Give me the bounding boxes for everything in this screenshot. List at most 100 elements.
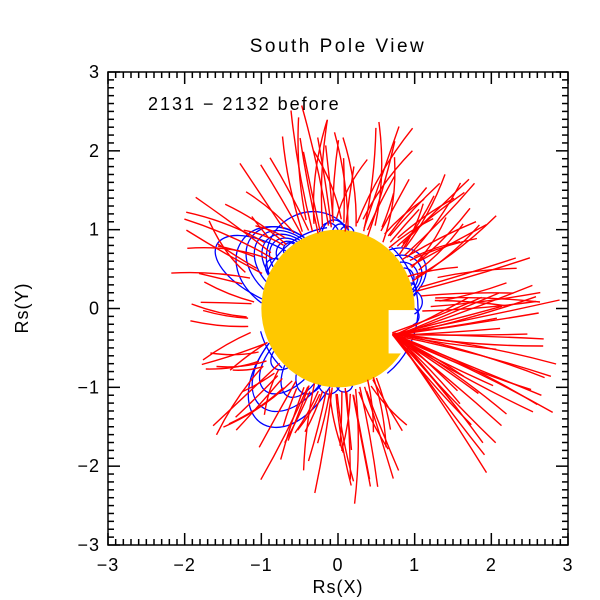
open-field-line — [260, 386, 309, 481]
open-field-line — [312, 119, 328, 224]
annotation-label: 2131 − 2132 before — [148, 94, 341, 114]
open-field-line — [382, 157, 396, 243]
open-field-line — [203, 281, 255, 303]
open-field-line — [200, 301, 252, 305]
open-field-line — [304, 390, 324, 433]
open-field-line — [195, 196, 272, 254]
open-field-line — [381, 193, 395, 228]
open-field-line — [401, 221, 477, 261]
open-field-line — [356, 127, 414, 224]
open-field-line — [282, 388, 298, 427]
open-field-line-bundle — [392, 299, 560, 336]
y-tick-label: 1 — [89, 220, 100, 240]
open-field-line — [202, 331, 251, 361]
open-field-line — [344, 166, 355, 232]
open-field-line — [389, 182, 441, 237]
open-field-line — [404, 174, 446, 248]
open-field-line-bundle — [394, 333, 497, 350]
sun-circle — [261, 229, 415, 388]
open-field-line — [396, 191, 465, 247]
open-line-group — [171, 105, 560, 504]
y-tick-label: −3 — [77, 535, 100, 555]
open-field-line — [281, 136, 303, 232]
open-field-line-bundle — [395, 332, 545, 379]
open-field-line — [232, 365, 264, 371]
open-field-line — [316, 393, 331, 444]
open-field-line-bundle — [395, 327, 501, 336]
x-tick-label: −2 — [173, 555, 196, 575]
open-field-line — [363, 127, 377, 232]
open-field-line — [413, 240, 461, 258]
open-field-line — [363, 386, 394, 479]
open-field-line — [312, 150, 342, 220]
open-field-line — [186, 229, 263, 275]
limb-arc — [259, 331, 283, 369]
limb-arc — [386, 246, 419, 374]
open-field-line — [437, 267, 517, 279]
closed-field-loop — [394, 254, 423, 293]
open-field-line — [224, 203, 287, 246]
open-field-line — [186, 211, 266, 244]
tick-labels: −3 −2 −1 0 1 2 3 −3 −2 −1 0 1 2 3 — [77, 62, 572, 575]
open-field-line — [367, 141, 396, 237]
open-field-line — [342, 137, 357, 227]
open-field-line — [216, 360, 267, 368]
open-field-line — [363, 126, 400, 229]
open-field-line — [397, 197, 455, 239]
open-field-lines — [171, 105, 560, 504]
open-field-line — [263, 369, 280, 415]
open-field-line — [243, 229, 284, 246]
x-tick-label: 2 — [486, 555, 497, 575]
open-field-line — [422, 300, 536, 312]
open-field-line — [314, 387, 333, 494]
open-field-line — [335, 393, 352, 486]
open-field-line — [372, 379, 403, 432]
open-field-line — [302, 151, 321, 232]
open-field-line-bundle — [394, 296, 537, 337]
open-field-line — [359, 386, 379, 487]
x-tick-label: −3 — [97, 555, 120, 575]
closed-field-loop — [253, 229, 303, 282]
open-field-line — [402, 178, 470, 244]
x-tick-label: 1 — [409, 555, 420, 575]
y-axis-label: Rs(Y) — [12, 283, 32, 334]
open-field-line — [372, 377, 387, 448]
open-field-line-bundle — [394, 297, 469, 336]
open-field-line-bundle — [395, 292, 500, 337]
open-field-line-bundle — [394, 335, 488, 473]
open-field-line — [255, 225, 286, 239]
open-field-line — [362, 150, 413, 220]
open-field-line — [202, 309, 249, 319]
open-field-line — [299, 137, 319, 234]
open-field-line — [328, 388, 344, 453]
open-field-line — [297, 393, 321, 431]
open-field-line — [331, 140, 340, 219]
open-field-line — [208, 220, 246, 273]
open-field-line — [420, 292, 514, 297]
x-tick-label: 0 — [332, 555, 343, 575]
closed-field-loop — [265, 211, 350, 275]
open-field-line — [190, 320, 249, 328]
open-field-line-bundle — [393, 335, 479, 395]
open-field-line-bundle — [395, 333, 557, 365]
open-field-line — [366, 175, 396, 231]
open-field-line — [317, 137, 332, 228]
open-field-line — [242, 372, 275, 393]
open-field-line — [346, 391, 352, 480]
open-field-line — [419, 257, 517, 289]
open-field-line — [416, 207, 471, 264]
open-field-line — [339, 391, 343, 446]
open-field-line — [191, 303, 247, 318]
y-tick-label: 0 — [89, 299, 100, 319]
open-field-line — [389, 208, 420, 243]
open-field-line — [260, 164, 303, 236]
open-field-line — [380, 178, 410, 232]
axis-frame — [107, 71, 569, 546]
open-field-line — [336, 394, 355, 482]
open-field-line — [223, 380, 293, 428]
open-field-line — [297, 117, 307, 221]
open-field-line — [287, 385, 310, 441]
open-field-line — [358, 391, 389, 450]
